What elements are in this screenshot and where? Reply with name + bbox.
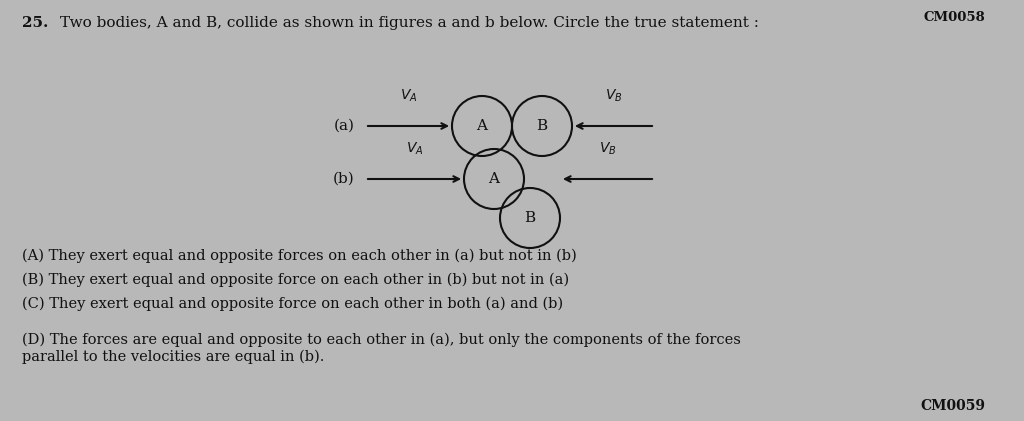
Text: $V_B$: $V_B$ [605, 88, 623, 104]
Text: (B) They exert equal and opposite force on each other in (b) but not in (a): (B) They exert equal and opposite force … [22, 273, 569, 288]
Text: (C) They exert equal and opposite force on each other in both (a) and (b): (C) They exert equal and opposite force … [22, 297, 563, 312]
Text: $V_A$: $V_A$ [399, 88, 417, 104]
Text: B: B [537, 119, 548, 133]
Text: B: B [524, 211, 536, 225]
Text: CM0058: CM0058 [924, 11, 985, 24]
Text: (a): (a) [334, 119, 355, 133]
Text: A: A [488, 172, 500, 186]
Text: A: A [476, 119, 487, 133]
Text: Two bodies, A and B, collide as shown in figures a and b below. Circle the true : Two bodies, A and B, collide as shown in… [60, 16, 759, 30]
Text: $V_B$: $V_B$ [599, 141, 616, 157]
Text: (D) The forces are equal and opposite to each other in (a), but only the compone: (D) The forces are equal and opposite to… [22, 333, 741, 364]
Text: (b): (b) [333, 172, 355, 186]
Text: CM0059: CM0059 [920, 399, 985, 413]
Text: 25.: 25. [22, 16, 48, 30]
Text: $V_A$: $V_A$ [406, 141, 423, 157]
Text: (A) They exert equal and opposite forces on each other in (a) but not in (b): (A) They exert equal and opposite forces… [22, 249, 577, 264]
